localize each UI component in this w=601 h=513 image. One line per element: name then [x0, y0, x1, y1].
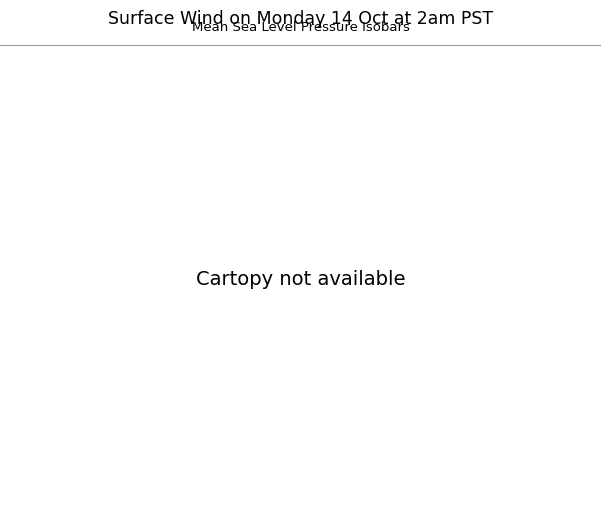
Text: Surface Wind on Monday 14 Oct at 2am PST: Surface Wind on Monday 14 Oct at 2am PST	[108, 10, 493, 28]
Text: Mean Sea Level Pressure Isobars: Mean Sea Level Pressure Isobars	[192, 21, 409, 34]
Text: Cartopy not available: Cartopy not available	[196, 269, 405, 289]
